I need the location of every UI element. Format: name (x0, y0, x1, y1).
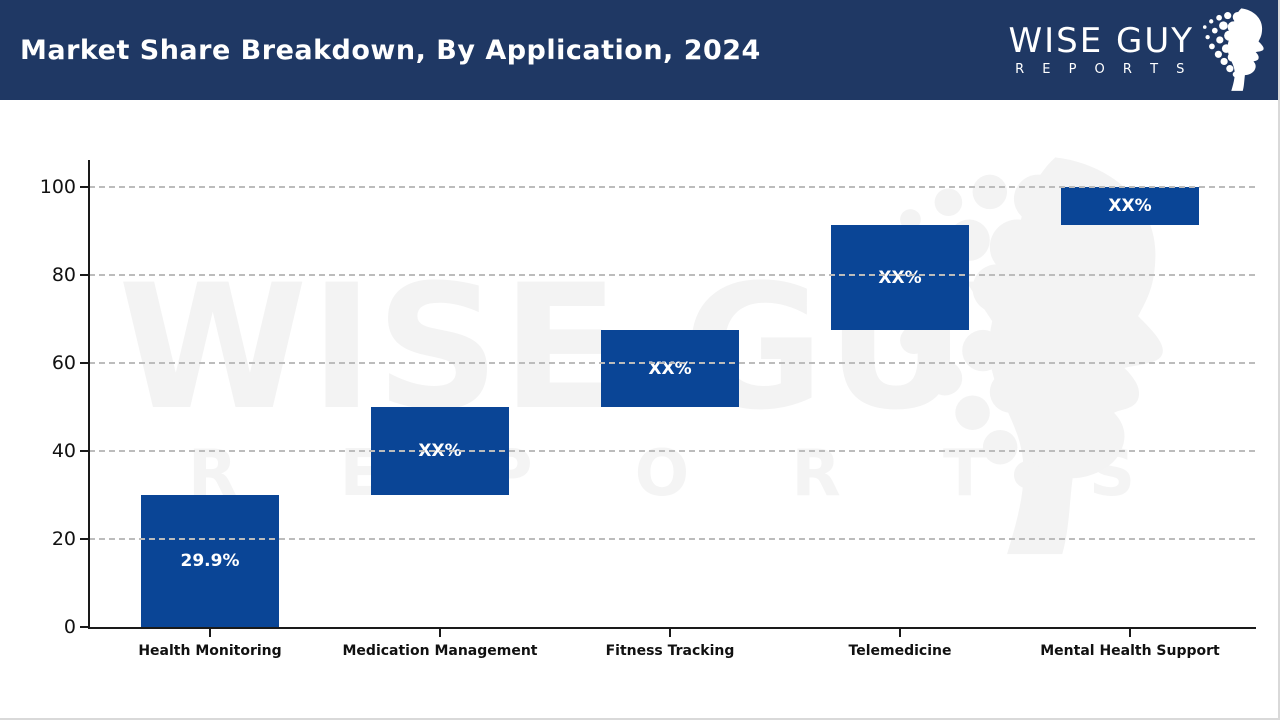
grid-line (89, 450, 1255, 452)
x-tick-label: Fitness Tracking (605, 643, 735, 659)
y-tick-mark (80, 186, 88, 188)
bar-value-label: XX% (878, 267, 922, 288)
grid-line (89, 362, 1255, 364)
x-tick-mark (209, 629, 211, 637)
bar-segment: XX% (831, 225, 969, 330)
y-tick-mark (80, 538, 88, 540)
x-tick-mark (669, 629, 671, 637)
bar-segment: XX% (601, 330, 739, 407)
grid-line (89, 274, 1255, 276)
header-bar: Market Share Breakdown, By Application, … (0, 0, 1278, 100)
x-tick-label: Mental Health Support (1040, 643, 1220, 659)
logo-reports-text: R E P O R T S (1015, 61, 1192, 77)
x-tick-label: Medication Management (342, 643, 538, 659)
wise-guy-head-icon (1202, 8, 1264, 91)
y-tick-label: 40 (51, 440, 76, 462)
x-axis-line (88, 627, 1256, 629)
x-tick-label: Telemedicine (848, 643, 952, 659)
y-tick-label: 0 (63, 616, 76, 638)
bar-segment: XX% (1061, 187, 1199, 226)
bar-value-label: 29.9% (180, 551, 240, 572)
y-tick-label: 100 (39, 176, 76, 198)
y-tick-label: 80 (51, 264, 76, 286)
bar-value-label: XX% (1108, 196, 1152, 217)
y-tick-mark (80, 362, 88, 364)
bar-segment: 29.9% (141, 495, 279, 627)
y-tick-mark (80, 274, 88, 276)
y-tick-mark (80, 450, 88, 452)
x-tick-mark (899, 629, 901, 637)
y-tick-label: 20 (51, 528, 76, 550)
page-title: Market Share Breakdown, By Application, … (20, 34, 761, 66)
grid-line (89, 538, 1255, 540)
x-tick-mark (1129, 629, 1131, 637)
y-tick-mark (80, 626, 88, 628)
y-axis-line (88, 160, 90, 629)
logo-wordmark: WISE GUY (1008, 20, 1194, 61)
wise-guy-logo: WISE GUY R E P O R T S (1008, 0, 1268, 100)
x-tick-mark (439, 629, 441, 637)
y-tick-label: 60 (51, 352, 76, 374)
x-tick-label: Health Monitoring (138, 643, 282, 659)
grid-line (89, 186, 1255, 188)
